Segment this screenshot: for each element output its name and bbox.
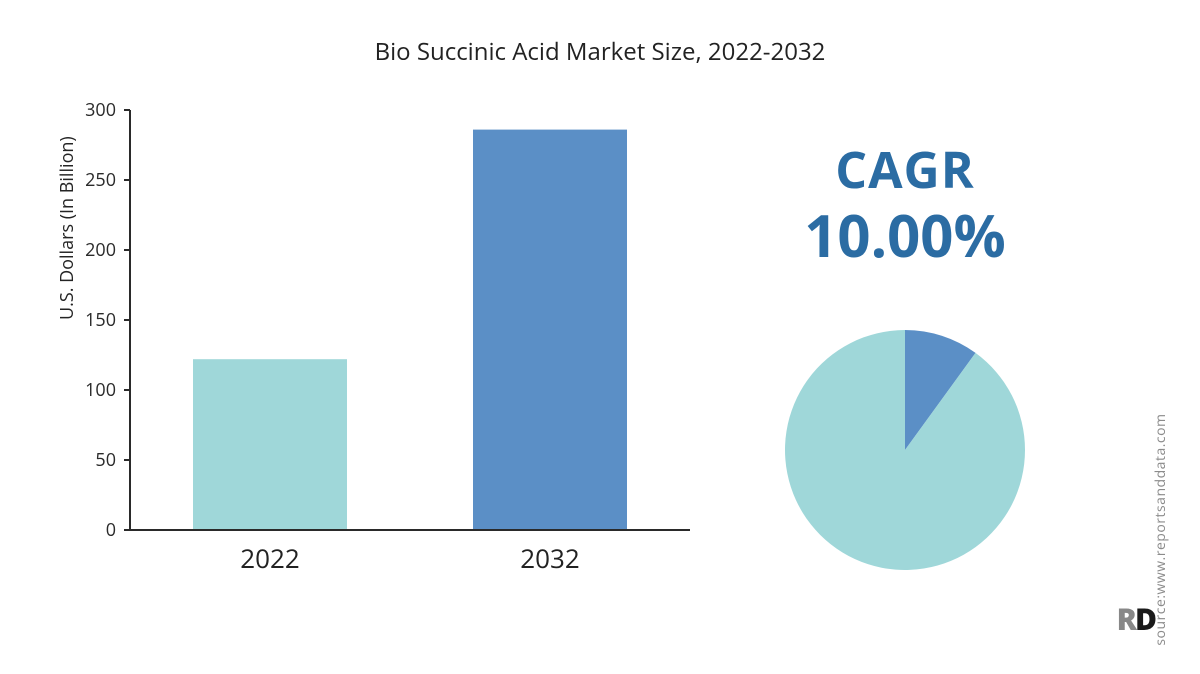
- svg-text:150: 150: [85, 308, 116, 332]
- logo-r: R: [1117, 598, 1135, 639]
- cagr-label: CAGR: [740, 135, 1070, 203]
- pie-chart: [775, 320, 1035, 580]
- svg-text:300: 300: [85, 98, 116, 122]
- svg-text:250: 250: [85, 168, 116, 192]
- cagr-value: 10.00%: [740, 195, 1070, 274]
- svg-text:0: 0: [106, 518, 116, 542]
- x-label-0: 2022: [130, 540, 410, 576]
- logo-d: D: [1135, 598, 1155, 639]
- svg-text:50: 50: [95, 448, 116, 472]
- chart-title: Bio Succinic Acid Market Size, 2022-2032: [0, 35, 1200, 68]
- svg-text:200: 200: [85, 238, 116, 262]
- x-label-1: 2032: [410, 540, 690, 576]
- svg-text:100: 100: [85, 378, 116, 402]
- cagr-block: CAGR 10.00%: [740, 135, 1070, 274]
- x-axis-labels: 2022 2032: [130, 540, 690, 576]
- bar-chart: 050100150200250300: [130, 110, 690, 530]
- logo: RD: [1117, 598, 1155, 639]
- y-axis-label: U.S. Dollars (In Billion): [55, 136, 79, 320]
